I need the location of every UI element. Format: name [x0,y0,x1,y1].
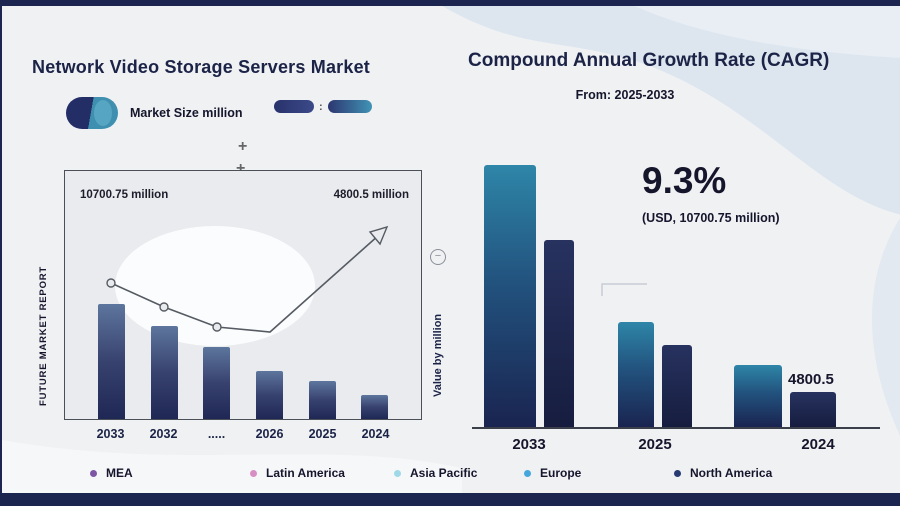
legend-pill-group: : [274,100,372,113]
minus-circle-icon: − [430,249,446,265]
bar-value-annotation: 4800.5 [788,371,834,388]
left-bar-column [85,304,138,419]
legend-item-north-america: North America [674,466,772,480]
market-size-label: Market Size million [130,106,243,120]
market-size-chart: 10700.75 million 4800.5 million [64,170,422,420]
legend-dot [524,469,531,477]
legend-label: North America [690,466,773,480]
left-panel-title: Network Video Storage Servers Market [32,57,371,77]
cagr-subtitle: From: 2025-2033 [575,88,675,102]
right-bar-primary-2024 [734,365,782,427]
left-bar-2026 [255,371,283,419]
left-x-label: ..... [207,427,226,441]
region-legend: MEA Latin America Asia Pacific Europe North … [2,466,900,488]
right-bar-group-2033 [484,165,574,427]
x-axis-line [472,427,880,429]
legend-item-europe: Europe [524,466,581,480]
legend-dot [394,469,401,477]
right-x-label-2024: 2024 [801,436,835,453]
left-bar-column [243,371,296,419]
legend-item-asia-pacific: Asia Pacific [394,466,477,480]
left-bar-column [190,347,243,419]
cylinder-cap [94,100,112,126]
left-x-label: 2024 [361,427,390,441]
legend-pill-dark [274,100,314,113]
legend-item-mea: MEA [90,466,133,480]
left-bar-column [348,395,401,419]
left-x-axis-labels: 2033 2032..... 2026 2025 2024 [84,427,402,441]
database-cylinder-icon [66,97,118,129]
plus-icon: + [238,138,248,155]
legend-pill-gradient [327,100,372,113]
right-bar-secondary-2033 [544,240,574,427]
left-x-label: 2032 [149,427,178,441]
bottom-frame-bar [2,493,900,506]
legend-label: MEA [106,466,133,480]
left-bar-..... [203,347,231,419]
min-value-label: 4800.5 million [333,189,409,201]
left-bar-2025 [308,381,336,419]
left-bar-column [296,381,349,419]
left-bars-container [85,304,401,419]
right-x-label-2033: 2033 [512,436,546,453]
right-bar-primary-2025 [618,322,654,427]
cagr-percentage: 9.3% [642,160,727,201]
top-frame-bar [2,0,900,6]
market-size-legend: Market Size million [66,95,243,131]
max-value-label: 10700.75 million [80,189,169,201]
legend-label: Latin America [266,466,345,480]
plus-icon: + [236,160,246,177]
legend-label: Europe [540,466,582,480]
cagr-bars-container [472,158,882,428]
left-bar-2024 [361,395,389,419]
legend-label: Asia Pacific [410,466,478,480]
right-bar-primary-2033 [484,165,536,427]
left-bar-2032 [150,326,178,419]
legend-dot [250,469,257,477]
left-x-label: 2033 [96,427,125,441]
right-bar-secondary-2025 [662,345,692,427]
right-bar-group-2024 [734,365,836,427]
right-bar-secondary-2024 [790,392,836,427]
legend-dot [90,469,97,477]
cagr-usd-note: (USD, 10700.75 million) [642,211,780,225]
left-x-label: 2025 [308,427,337,441]
right-x-label-2025: 2025 [638,436,672,453]
future-market-report-watermark: FUTURE MARKET REPORT [38,265,49,406]
cagr-title: Compound Annual Growth Rate (CAGR) [468,50,830,71]
legend-dot [674,469,681,477]
right-bar-group-2025 [618,322,692,427]
left-x-label: 2026 [255,427,284,441]
pill-separator: : [319,100,323,113]
left-bar-column [138,326,191,419]
y-axis-title: Value by million [432,313,444,397]
legend-item-latin-america: Latin America [250,466,345,480]
left-bar-2033 [97,304,125,419]
